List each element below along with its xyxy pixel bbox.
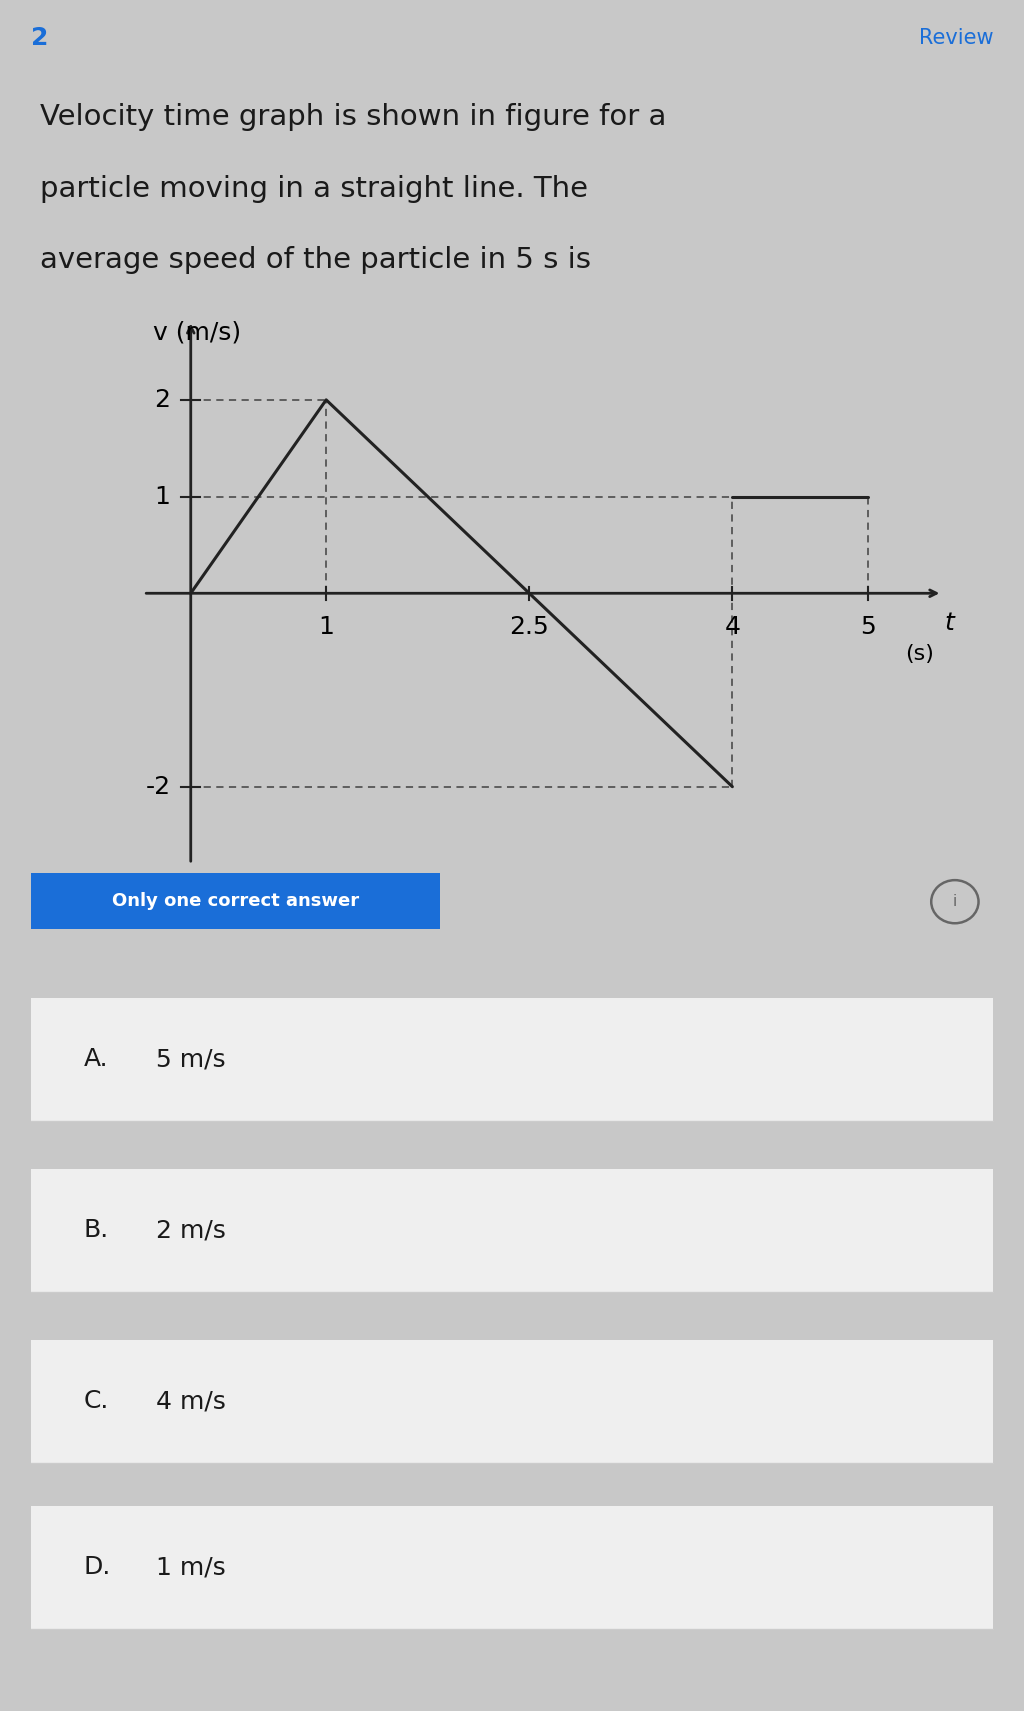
Text: B.: B. — [84, 1218, 109, 1242]
Text: 1: 1 — [318, 614, 334, 638]
Text: -2: -2 — [145, 775, 170, 799]
Text: 2: 2 — [155, 388, 170, 412]
Text: 1 m/s: 1 m/s — [156, 1555, 225, 1579]
Text: average speed of the particle in 5 s is: average speed of the particle in 5 s is — [40, 246, 591, 274]
Text: (s): (s) — [905, 643, 934, 664]
Text: 5 m/s: 5 m/s — [156, 1047, 225, 1071]
Text: t: t — [944, 611, 954, 635]
Text: 4 m/s: 4 m/s — [156, 1389, 225, 1413]
Text: v (m/s): v (m/s) — [153, 320, 241, 344]
Text: 4: 4 — [724, 614, 740, 638]
Text: 1: 1 — [155, 484, 170, 508]
Text: C.: C. — [84, 1389, 109, 1413]
Text: 5: 5 — [860, 614, 876, 638]
Text: 2: 2 — [31, 26, 48, 51]
Text: D.: D. — [84, 1555, 111, 1579]
Text: Only one correct answer: Only one correct answer — [112, 891, 359, 910]
Text: 2.5: 2.5 — [509, 614, 549, 638]
Text: i: i — [952, 895, 957, 909]
Text: Velocity time graph is shown in figure for a: Velocity time graph is shown in figure f… — [40, 103, 667, 132]
Text: 2 m/s: 2 m/s — [156, 1218, 225, 1242]
Text: Review: Review — [919, 29, 993, 48]
Text: A.: A. — [84, 1047, 109, 1071]
Text: particle moving in a straight line. The: particle moving in a straight line. The — [40, 175, 589, 202]
